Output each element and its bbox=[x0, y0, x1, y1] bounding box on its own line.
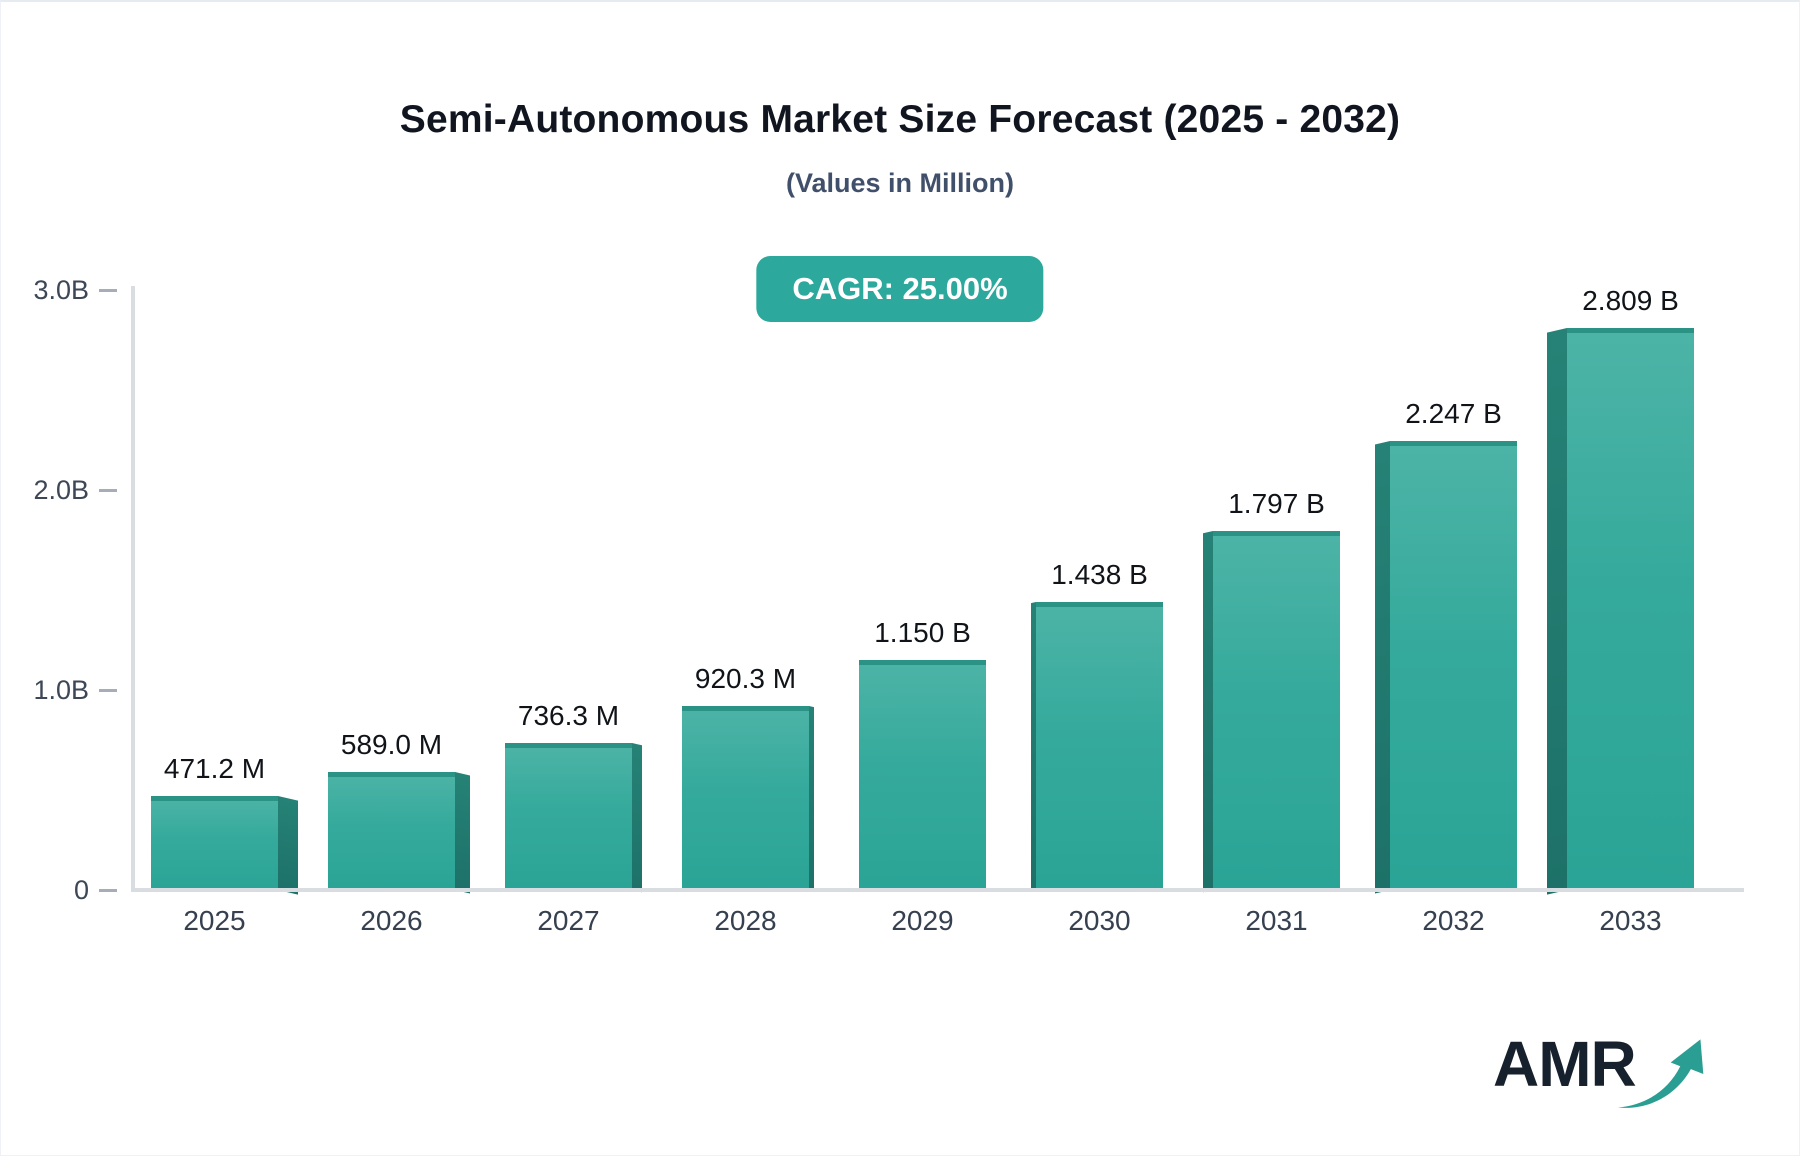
x-axis-label-2029: 2029 bbox=[891, 905, 954, 936]
bar-top-edge bbox=[151, 796, 278, 801]
y-axis-tick-label: 0 bbox=[73, 874, 89, 905]
bar-3d-side bbox=[1203, 531, 1213, 893]
bar-2033 bbox=[1567, 328, 1694, 890]
bar-3d-side bbox=[455, 772, 470, 894]
x-axis-label-2031: 2031 bbox=[1245, 905, 1308, 936]
bar-value-label: 589.0 M bbox=[340, 729, 443, 760]
bar-top-edge bbox=[328, 772, 455, 777]
y-axis-line bbox=[131, 286, 135, 892]
bar-2028 bbox=[682, 706, 809, 890]
bar-value-label: 471.2 M bbox=[163, 753, 266, 784]
y-axis-tick bbox=[99, 888, 117, 892]
y-axis-tick bbox=[99, 688, 117, 692]
x-axis-label-2025: 2025 bbox=[183, 905, 246, 936]
y-axis-tick bbox=[99, 488, 117, 492]
x-axis-label-2030: 2030 bbox=[1068, 905, 1131, 936]
bar-value-label: 1.797 B bbox=[1228, 488, 1325, 519]
x-axis-label-2028: 2028 bbox=[714, 905, 777, 936]
bar-top-edge bbox=[1390, 441, 1517, 446]
bar-value-label: 736.3 M bbox=[517, 700, 620, 731]
chart-subtitle: (Values in Million) bbox=[785, 168, 1015, 198]
bar-3d-side bbox=[632, 743, 642, 893]
bar-3d-side bbox=[1375, 441, 1390, 894]
x-axis-label-2033: 2033 bbox=[1599, 905, 1662, 936]
x-axis-line bbox=[131, 888, 1744, 892]
y-axis-tick-label: 1.0B bbox=[33, 674, 89, 705]
y-axis-tick bbox=[99, 288, 117, 292]
trend-arrow-icon bbox=[1617, 1039, 1704, 1108]
bar-top-edge bbox=[682, 706, 809, 711]
bar-value-label: 2.809 B bbox=[1582, 285, 1679, 316]
bar-2029 bbox=[859, 660, 986, 890]
amr-logo: AMR bbox=[1493, 1028, 1704, 1120]
y-axis-tick-label: 3.0B bbox=[33, 274, 89, 305]
bar-top-edge bbox=[505, 743, 632, 748]
bar-3d-side bbox=[809, 706, 814, 892]
bar-top-edge bbox=[1213, 531, 1340, 536]
bar-2026 bbox=[328, 772, 455, 890]
bar-2030 bbox=[1036, 602, 1163, 890]
x-axis-label-2027: 2027 bbox=[537, 905, 600, 936]
bar-2025 bbox=[151, 796, 278, 890]
bar-value-label: 920.3 M bbox=[694, 663, 797, 694]
bar-2032 bbox=[1390, 441, 1517, 890]
amr-logo-text: AMR bbox=[1493, 1028, 1637, 1100]
y-axis-tick-label: 2.0B bbox=[33, 474, 89, 505]
cagr-badge: CAGR: 25.00% bbox=[756, 256, 1044, 322]
bar-3d-side bbox=[278, 796, 298, 895]
x-axis-label-2026: 2026 bbox=[360, 905, 423, 936]
bar-top-edge bbox=[1036, 602, 1163, 607]
bar-value-label: 2.247 B bbox=[1405, 398, 1502, 429]
bar-top-edge bbox=[1567, 328, 1694, 333]
bar-2031 bbox=[1213, 531, 1340, 890]
bar-2027 bbox=[505, 743, 632, 890]
bar-value-label: 1.150 B bbox=[874, 617, 971, 648]
x-axis-label-2032: 2032 bbox=[1422, 905, 1485, 936]
bar-value-label: 1.438 B bbox=[1051, 559, 1148, 590]
chart-title: Semi-Autonomous Market Size Forecast (20… bbox=[399, 98, 1401, 141]
bar-3d-side bbox=[1547, 328, 1567, 895]
bar-top-edge bbox=[859, 660, 986, 665]
